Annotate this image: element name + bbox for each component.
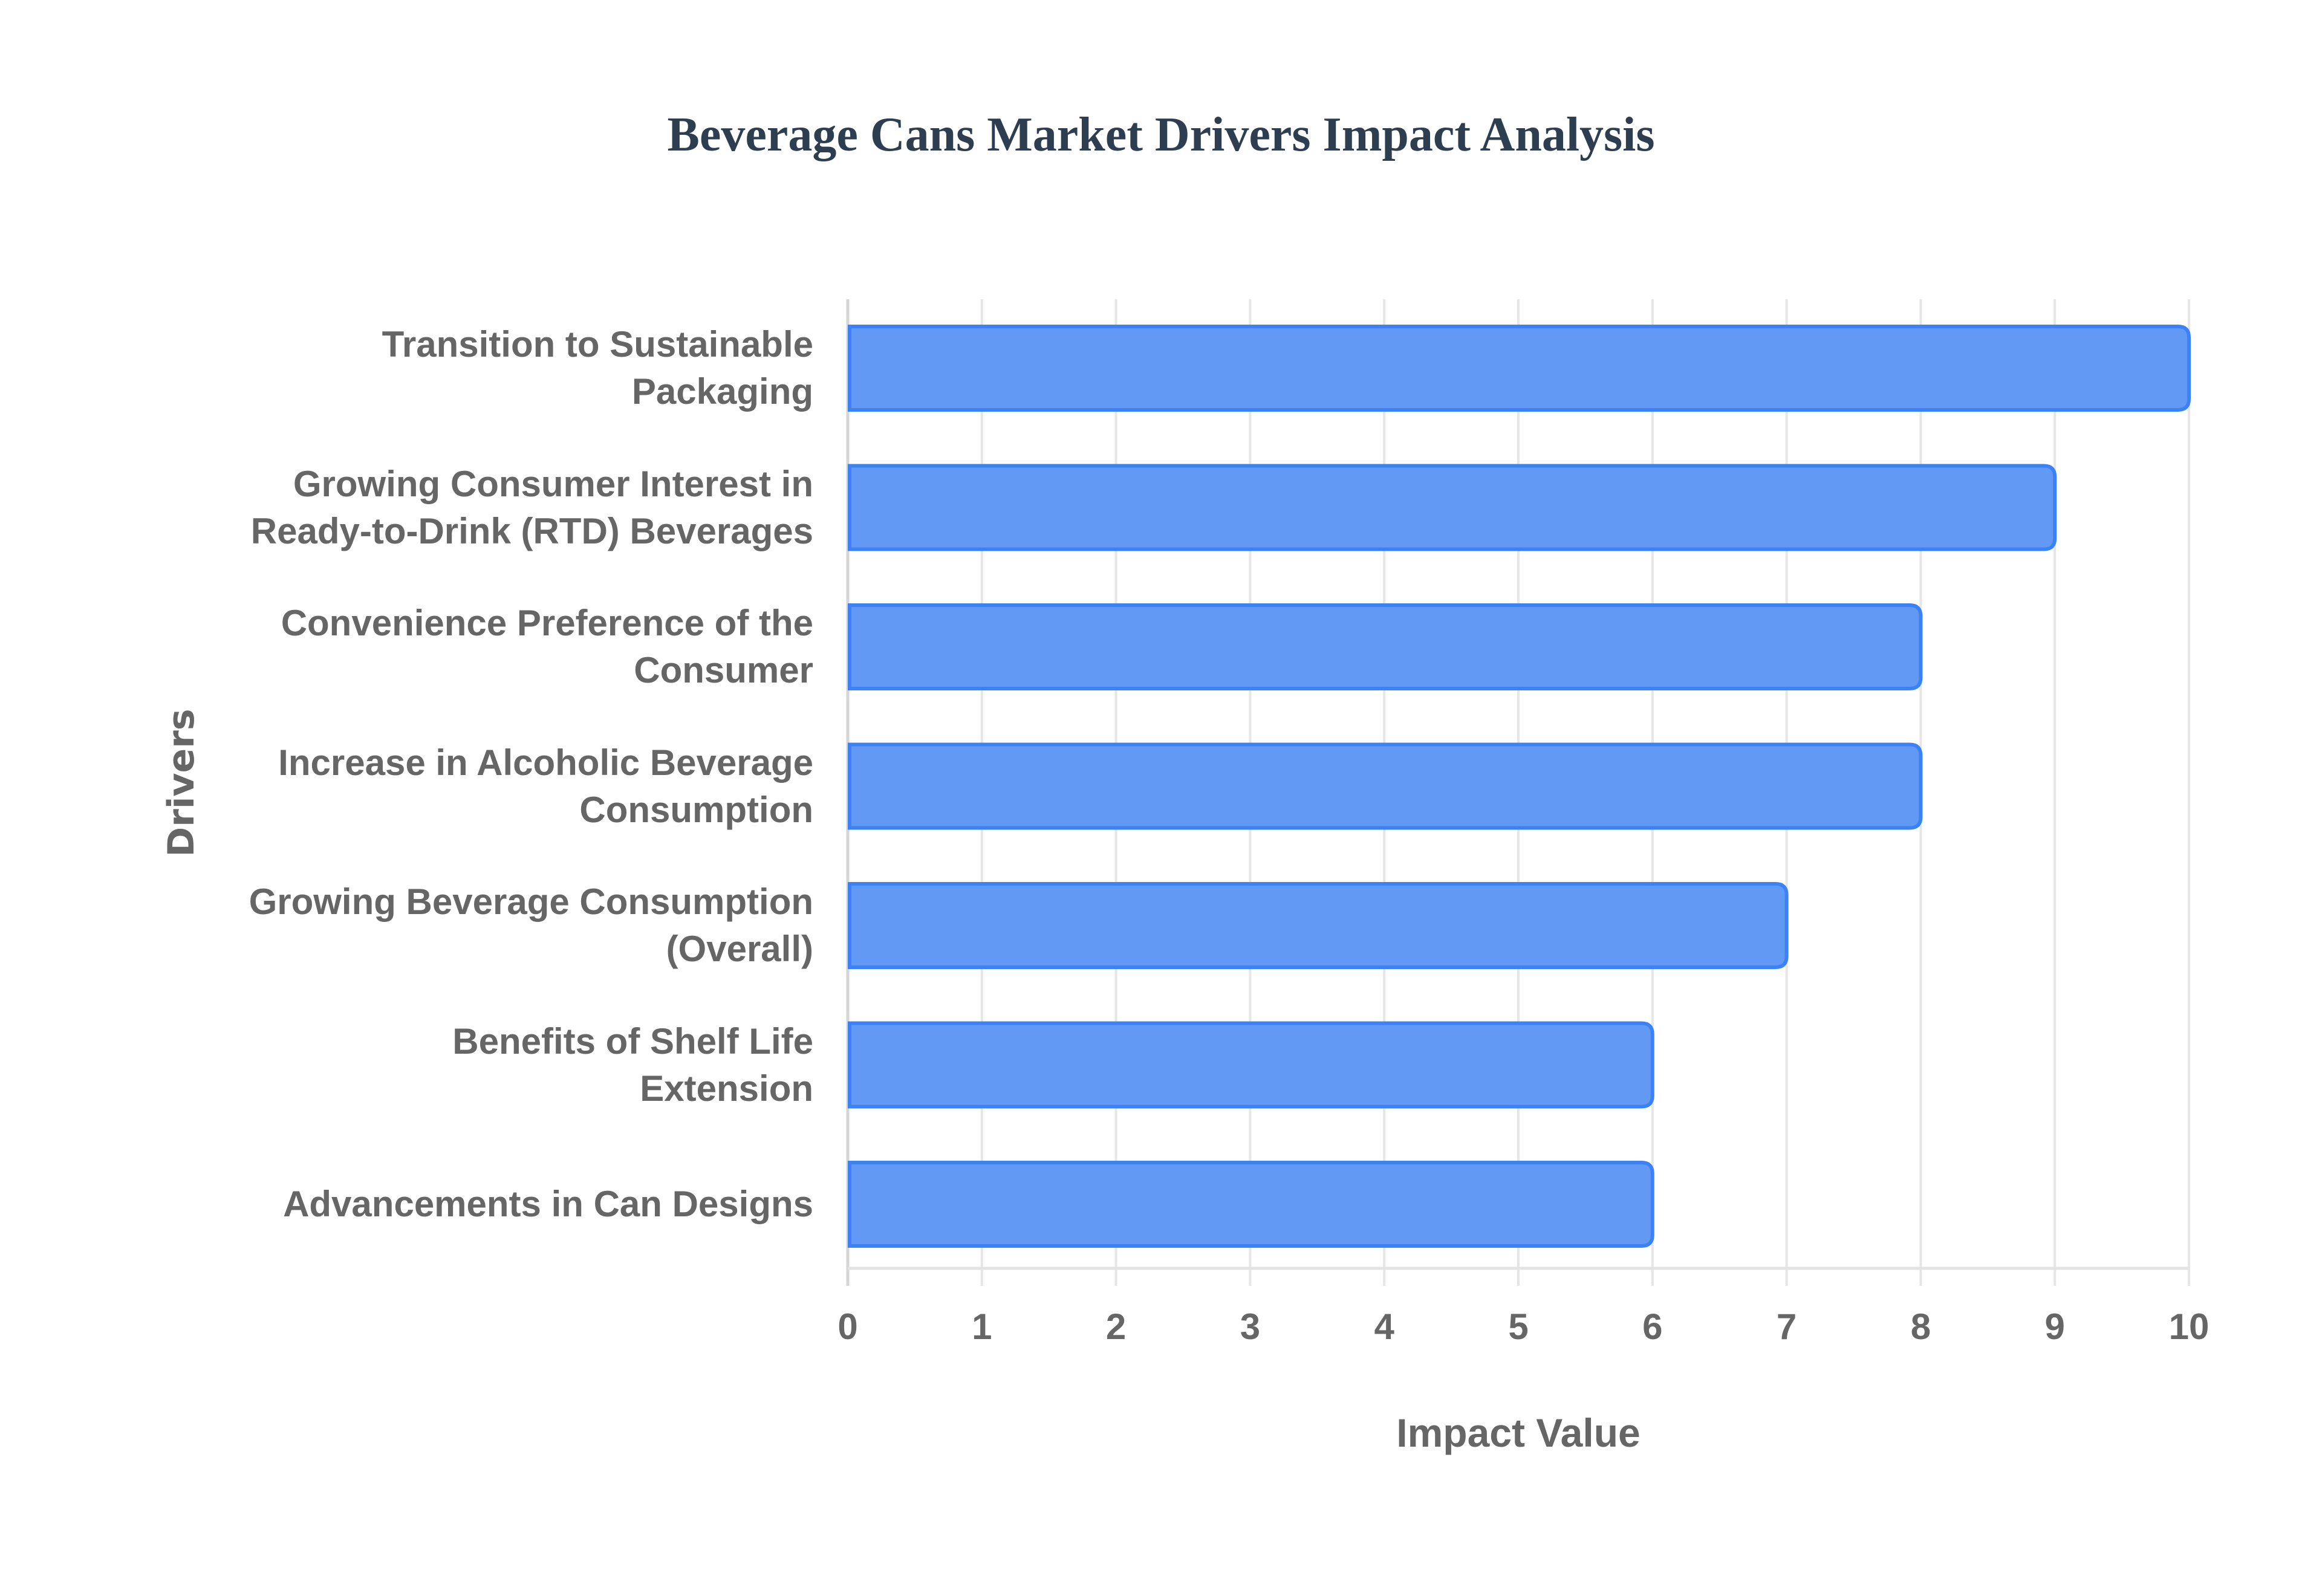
category-label-line: Increase in Alcoholic Beverage [278, 742, 813, 783]
bar[interactable] [848, 882, 1789, 969]
bar[interactable] [848, 464, 2057, 551]
category-label-line: Benefits of Shelf Life [452, 1020, 813, 1062]
category-label-line: Advancements in Can Designs [283, 1184, 813, 1224]
category-label-line: Consumer [634, 650, 813, 690]
x-tick-label: 2 [1105, 1306, 1127, 1347]
x-tick-label: 0 [837, 1306, 858, 1347]
bar[interactable] [848, 1161, 1654, 1248]
x-tick-label: 1 [972, 1306, 992, 1347]
category-label-line: Extension [640, 1068, 813, 1109]
x-tick-label: 6 [1642, 1306, 1663, 1347]
x-tick-label: 9 [2044, 1306, 2065, 1347]
y-axis-title: Drivers [160, 709, 203, 857]
category-label-line: Packaging [631, 371, 813, 412]
x-tick-label: 3 [1240, 1306, 1261, 1347]
y-axis-category-label: Advancements in Can Designs [148, 1181, 813, 1228]
category-label-line: Consumption [579, 789, 813, 830]
x-tick-label: 4 [1374, 1306, 1394, 1347]
y-axis-category-label: Increase in Alcoholic Beverage Consumptio… [148, 739, 813, 834]
x-axis-title: Impact Value [1396, 1410, 1641, 1455]
bar[interactable] [848, 1021, 1654, 1109]
category-label-line: Growing Beverage Consumption [249, 881, 813, 922]
x-tick-label: 5 [1508, 1306, 1529, 1347]
y-axis-category-label: Convenience Preference of the Consumer [148, 600, 813, 694]
category-label-line: Transition to Sustainable [382, 324, 813, 365]
category-label-line: Growing Consumer Interest in [293, 463, 813, 504]
y-axis-category-label: Growing Consumer Interest in Ready-to-Dri… [148, 461, 813, 555]
bar[interactable] [848, 603, 1923, 690]
chart-title: Beverage Cans Market Drivers Impact Anal… [667, 108, 1655, 161]
y-axis-category-label: Growing Beverage Consumption (Overall) [148, 878, 813, 973]
bar[interactable] [848, 742, 1923, 830]
y-axis-category-label: Benefits of Shelf Life Extension [148, 1018, 813, 1112]
x-tick-label: 10 [2168, 1306, 2210, 1347]
category-label-line: Convenience Preference of the [281, 603, 813, 643]
category-label-line: (Overall) [666, 929, 813, 969]
x-tick-label: 7 [1776, 1306, 1797, 1347]
y-axis-category-label: Transition to Sustainable Packaging [148, 321, 813, 415]
bar[interactable] [848, 325, 2191, 412]
category-label-line: Ready-to-Drink (RTD) Beverages [250, 510, 813, 551]
x-tick-label: 8 [1910, 1306, 1931, 1347]
